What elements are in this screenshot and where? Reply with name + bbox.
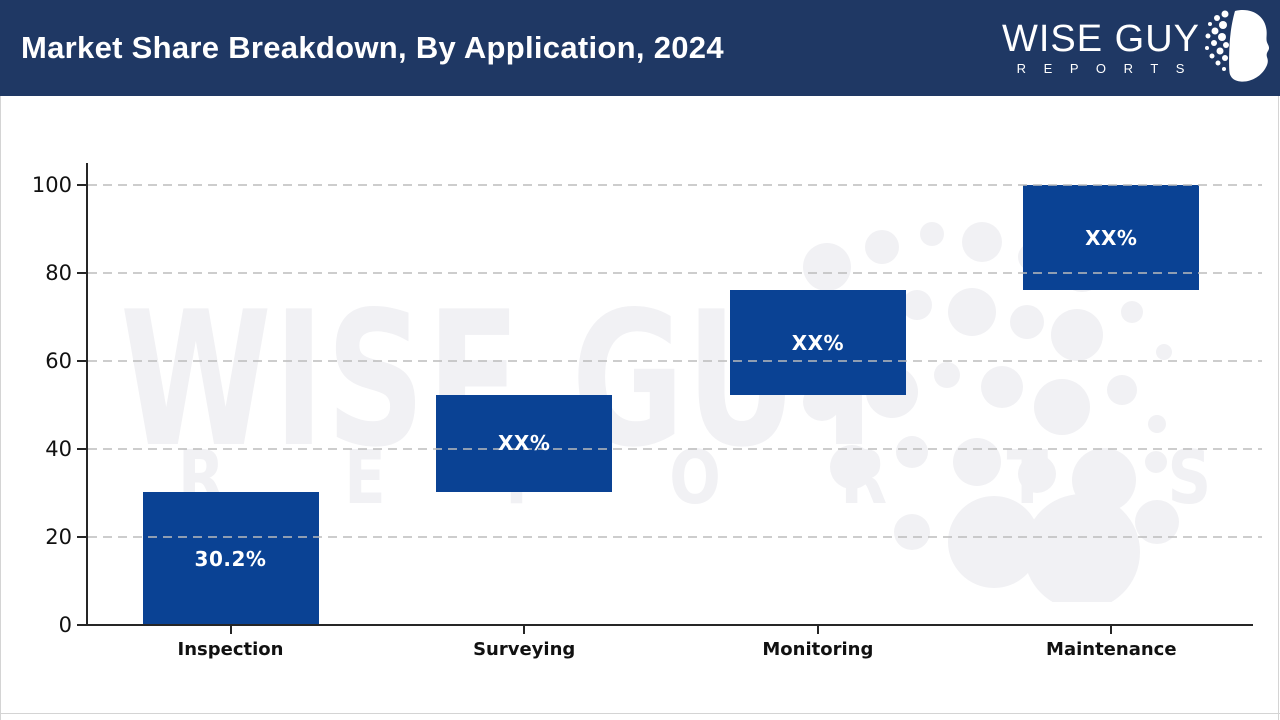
x-category-label: Inspection xyxy=(177,639,284,660)
bar-value-label: 30.2% xyxy=(194,546,267,571)
bar-value-label: XX% xyxy=(1085,225,1138,250)
logo-text: WISE GUY R E P O R T S xyxy=(1001,18,1200,76)
gridline xyxy=(88,360,1262,362)
frame-bottom-edge xyxy=(0,713,1280,714)
x-category-label: Monitoring xyxy=(762,639,874,660)
watermark-head-icon xyxy=(774,222,1179,602)
bar-inspection xyxy=(142,492,319,625)
brand-logo: WISE GUY R E P O R T S xyxy=(1002,4,1272,92)
bar-value-label: XX% xyxy=(497,431,551,456)
x-tick-mark xyxy=(229,626,232,634)
logo-head-icon xyxy=(1205,10,1270,82)
bar-surveying xyxy=(436,394,613,493)
chart-title: Market Share Breakdown, By Application, … xyxy=(21,30,724,65)
gridline xyxy=(88,536,1262,538)
x-category-label: Maintenance xyxy=(1046,639,1177,660)
y-tick-label: 0 xyxy=(58,613,72,637)
y-axis-line xyxy=(86,163,88,626)
x-tick-mark xyxy=(1110,626,1113,634)
x-tick-mark xyxy=(523,626,526,634)
bar-value-label: XX% xyxy=(791,330,845,355)
x-axis-line xyxy=(86,624,1253,626)
frame-right-edge xyxy=(1278,96,1279,720)
gridline xyxy=(88,272,1262,274)
logo-wiseguy-text: WISE GUY xyxy=(1001,18,1200,61)
y-tick-mark xyxy=(77,360,87,362)
y-tick-mark xyxy=(77,184,87,186)
y-tick-mark xyxy=(77,536,87,538)
x-tick-mark xyxy=(816,626,819,634)
gridline xyxy=(88,184,1262,186)
gridline xyxy=(88,448,1262,450)
y-tick-label: 60 xyxy=(45,349,72,373)
y-tick-label: 20 xyxy=(45,525,72,549)
logo-reports-text: R E P O R T S xyxy=(1016,60,1192,76)
y-tick-label: 80 xyxy=(45,261,72,285)
y-tick-mark xyxy=(77,272,87,274)
bar-monitoring xyxy=(729,290,906,395)
header-bar: Market Share Breakdown, By Application, … xyxy=(0,0,1280,96)
x-category-label: Surveying xyxy=(473,639,576,660)
y-tick-label: 100 xyxy=(31,173,72,197)
frame-left-edge xyxy=(0,96,1,720)
y-tick-label: 40 xyxy=(45,437,72,461)
y-tick-mark xyxy=(77,624,87,626)
y-tick-mark xyxy=(77,448,87,450)
